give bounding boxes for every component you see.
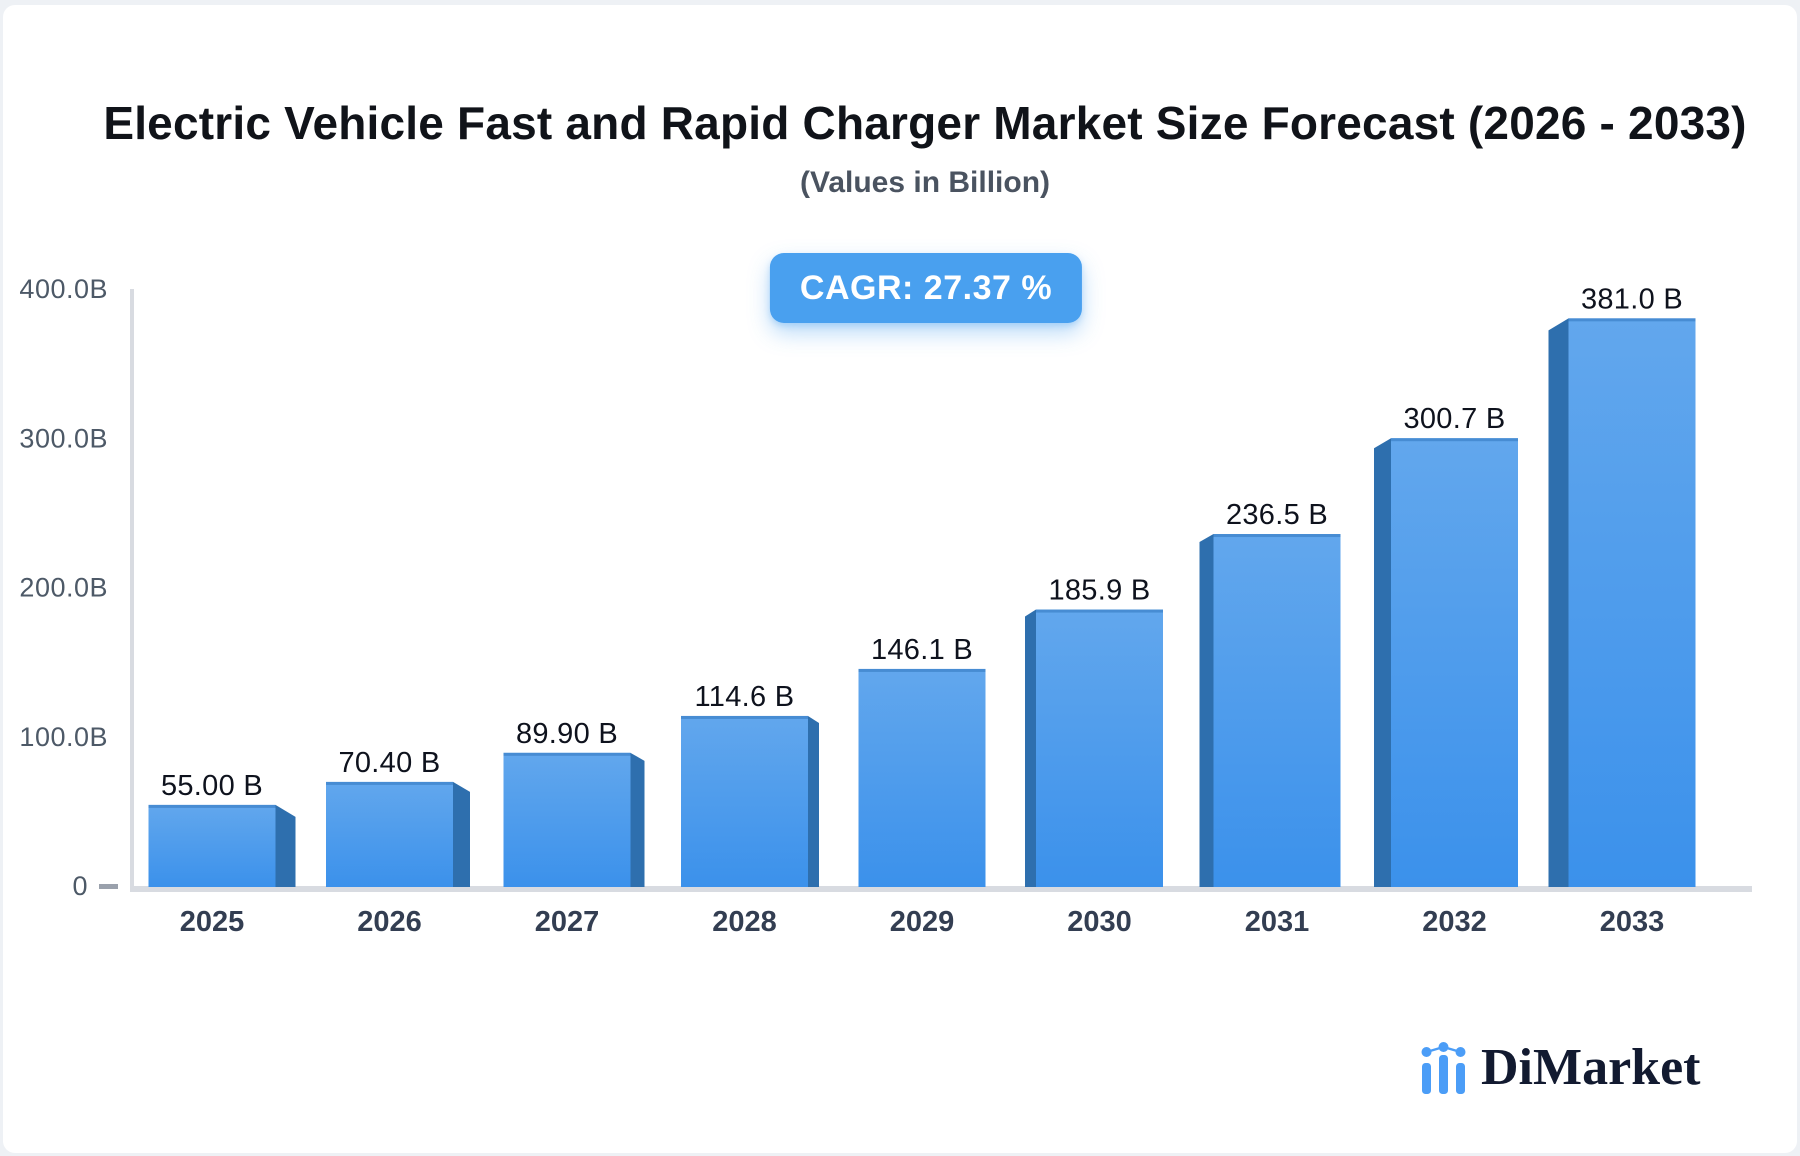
x-axis-category-label: 2033: [1600, 906, 1665, 938]
bar-group-2029: 146.1 B 2029: [858, 634, 986, 938]
bar-top-edge: [326, 781, 453, 785]
y-tick-label: 100.0B: [19, 722, 108, 752]
bar-top-edge: [1213, 534, 1341, 538]
bar-top-edge: [681, 715, 808, 719]
bar-side-face: [630, 752, 645, 887]
bar-group-2033: 381.0 B 2033: [1548, 283, 1696, 938]
bar-value-label: 70.40 B: [338, 747, 440, 779]
x-axis-category-label: 2025: [180, 906, 245, 938]
bar-side-face: [1025, 609, 1036, 887]
bar-group-2027: 89.90 B 2027: [503, 718, 645, 938]
bar-value-label: 236.5 B: [1226, 499, 1328, 531]
bar-chart-dots-icon: [1421, 1041, 1466, 1094]
y-tick-label: 300.0B: [19, 423, 108, 453]
bar-top-edge: [858, 668, 986, 672]
bar-front-face: [1213, 534, 1341, 887]
bar-front-face: [858, 668, 986, 887]
bar-group-2028: 114.6 B 2028: [681, 681, 819, 938]
brand-logo: DiMarket: [1420, 1040, 1700, 1096]
bar-value-label: 89.90 B: [516, 718, 618, 750]
bar-group-2025: 55.00 B 2025: [148, 770, 296, 938]
y-tick-label: 200.0B: [19, 573, 108, 603]
bar-front-face: [1391, 438, 1518, 887]
chart-title: Electric Vehicle Fast and Rapid Charger …: [103, 97, 1747, 149]
bar-group-2030: 185.9 B 2030: [1025, 575, 1163, 938]
bar-side-face: [1548, 318, 1569, 887]
y-tick-label: 0: [72, 871, 88, 901]
bar-side-face: [1374, 438, 1391, 887]
bar-group-2026: 70.40 B 2026: [326, 747, 470, 938]
bar-value-label: 146.1 B: [871, 634, 973, 666]
brand-name: DiMarket: [1481, 1039, 1701, 1096]
bar-top-edge: [1391, 438, 1518, 442]
bar-value-label: 300.7 B: [1403, 403, 1505, 435]
x-axis-category-label: 2028: [712, 906, 777, 938]
chart-subtitle: (Values in Billion): [799, 166, 1051, 199]
bar-top-edge: [503, 752, 631, 756]
bar-front-face: [503, 752, 631, 887]
cagr-badge-label: CAGR: 27.37 %: [799, 268, 1053, 307]
bar-top-edge: [148, 804, 276, 808]
bar-front-face: [148, 804, 276, 887]
x-axis-category-label: 2032: [1422, 906, 1487, 938]
x-axis-category-label: 2031: [1245, 906, 1310, 938]
bar-value-label: 185.9 B: [1048, 575, 1150, 607]
bar-front-face: [1568, 318, 1696, 887]
bar-top-edge: [1568, 318, 1696, 322]
axes: 400.0B 300.0B 200.0B 100.0B 0: [19, 274, 1752, 901]
bar-value-label: 381.0 B: [1581, 283, 1683, 315]
bar-side-face: [275, 804, 296, 887]
bar-side-face: [1199, 534, 1214, 887]
y-tick-label: 400.0B: [19, 274, 108, 304]
bar-value-label: 114.6 B: [695, 681, 795, 713]
bar-group-2032: 300.7 B 2032: [1374, 403, 1518, 938]
x-axis-category-label: 2027: [535, 906, 600, 938]
bar-side-face: [453, 781, 470, 887]
x-axis-category-label: 2026: [357, 906, 422, 938]
bar-top-edge: [1036, 609, 1163, 613]
bar-front-face: [1036, 609, 1163, 887]
x-axis-category-label: 2030: [1067, 906, 1132, 938]
bar-front-face: [681, 715, 808, 887]
bar-side-face: [808, 715, 819, 887]
x-axis-category-label: 2029: [890, 906, 955, 938]
bar-front-face: [326, 781, 453, 887]
bar-group-2031: 236.5 B 2031: [1199, 499, 1341, 938]
cagr-badge: CAGR: 27.37 %: [769, 253, 1083, 323]
bar-value-label: 55.00 B: [161, 770, 263, 802]
zero-tick-mark: [99, 884, 118, 889]
